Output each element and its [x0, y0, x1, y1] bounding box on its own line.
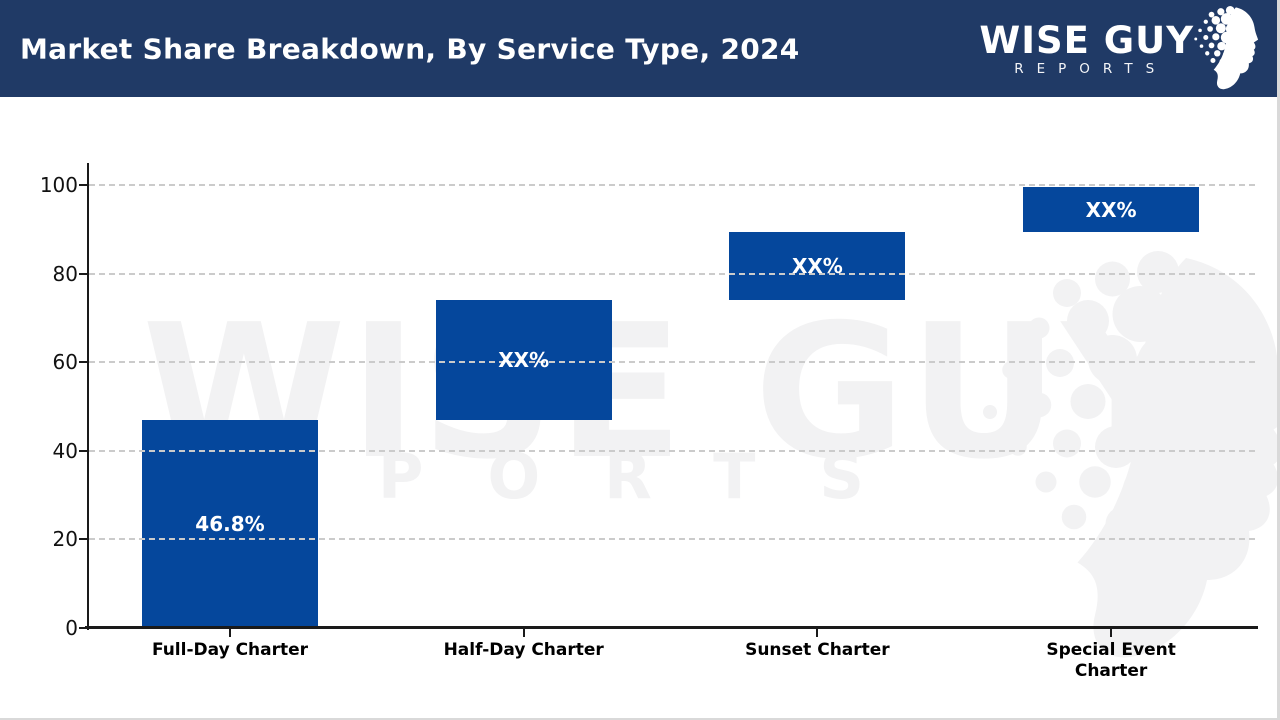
- y-tick: [79, 626, 87, 629]
- page-title: Market Share Breakdown, By Service Type,…: [20, 32, 800, 65]
- watermark-subtext: PORTS: [378, 440, 929, 513]
- header-bar: Market Share Breakdown, By Service Type,…: [0, 0, 1280, 97]
- y-tick-label: 40: [52, 438, 78, 463]
- bar-value-label: XX%: [1085, 197, 1137, 222]
- y-axis-spine: [87, 162, 89, 630]
- y-tick: [79, 449, 87, 452]
- bar-value-label: XX%: [498, 348, 550, 373]
- y-tick: [79, 538, 87, 540]
- y-tick-label: 80: [52, 261, 78, 286]
- x-axis-label: Half-Day Charter: [443, 640, 604, 660]
- gridline: [89, 449, 1258, 452]
- bar: [435, 300, 612, 421]
- bar: [729, 231, 906, 301]
- x-axis-spine: [85, 626, 1258, 629]
- y-tick: [79, 361, 87, 363]
- x-tick: [229, 629, 231, 637]
- logo-wordmark-line1: WISE GUY: [979, 18, 1194, 62]
- logo-wordmark: WISE GUY REPORTS: [979, 18, 1194, 77]
- y-tick-label: 0: [65, 615, 78, 640]
- y-tick-label: 60: [52, 350, 78, 374]
- x-tick: [1110, 629, 1113, 637]
- y-tick: [79, 184, 87, 186]
- y-tick-label: 100: [39, 173, 78, 197]
- gridline: [89, 272, 1258, 275]
- bar-value-label: XX%: [791, 253, 843, 278]
- gridline: [89, 361, 1258, 363]
- bar: [142, 420, 318, 628]
- bar: [1023, 187, 1200, 232]
- y-tick-label: 20: [52, 527, 78, 551]
- x-axis-label: Full-Day Charter: [151, 640, 309, 660]
- bar-value-label: 46.8%: [195, 511, 265, 536]
- logo: WISE GUY REPORTS: [979, 6, 1266, 92]
- x-axis-label: Special Event Charter: [1046, 640, 1176, 681]
- x-axis-label: Sunset Charter: [745, 640, 890, 660]
- x-tick: [522, 629, 525, 637]
- gridline: [89, 184, 1258, 186]
- y-tick: [79, 272, 87, 275]
- logo-wordmark-line2: REPORTS: [1014, 60, 1168, 77]
- x-tick: [816, 629, 819, 637]
- gridline: [89, 538, 1258, 540]
